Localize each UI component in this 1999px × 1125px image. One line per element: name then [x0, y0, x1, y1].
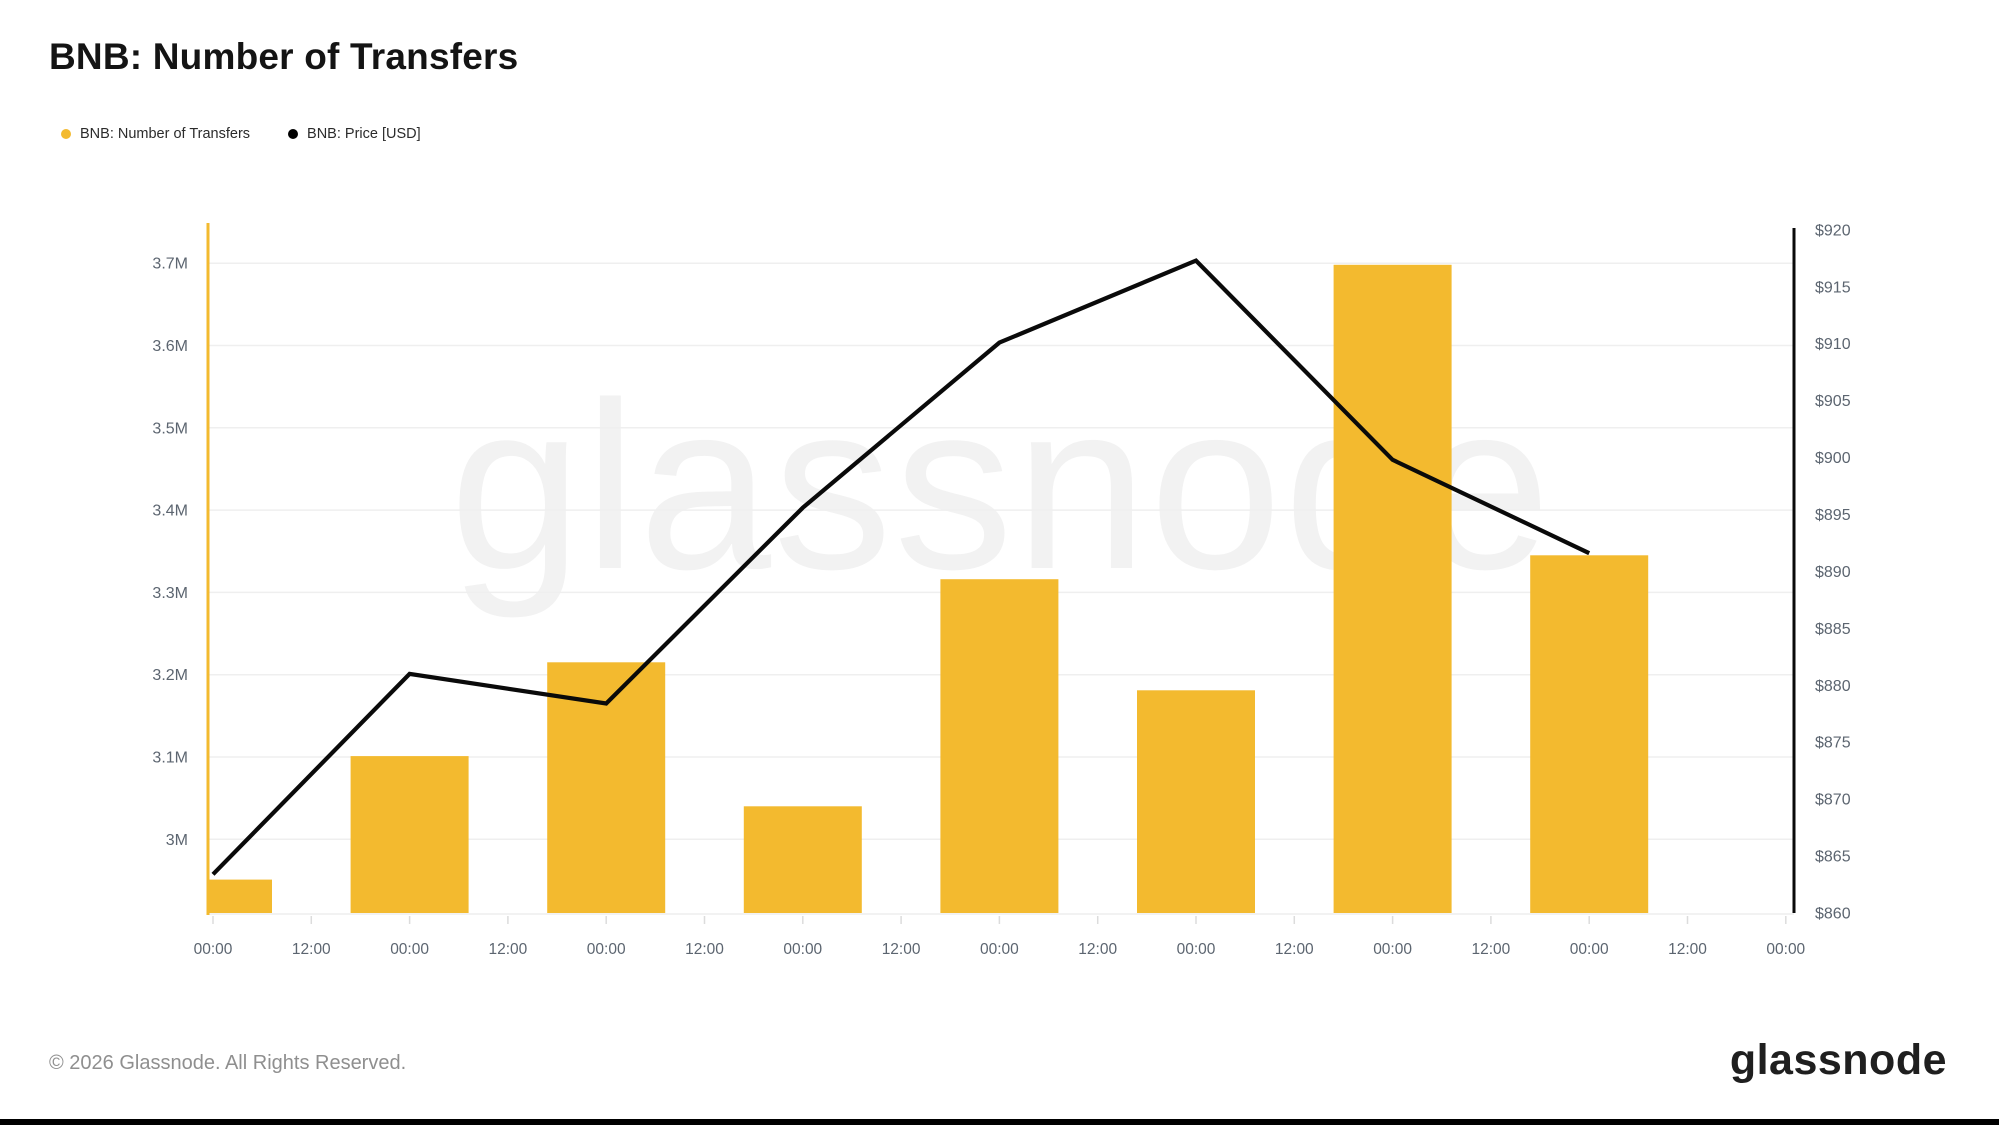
- bar-bnb-number-of-transfers: [547, 662, 666, 913]
- x-axis-label: 12:00: [1078, 941, 1117, 958]
- right-axis-label: $890: [1815, 564, 1851, 581]
- bar-bnb-number-of-transfers: [1530, 555, 1649, 913]
- bars-group: [209, 264, 1649, 913]
- x-axis-label: 12:00: [489, 941, 528, 958]
- legend: BNB: Number of Transfers BNB: Price [USD…: [61, 126, 421, 142]
- right-axis-label: $870: [1815, 792, 1851, 809]
- bar-bnb-number-of-transfers: [209, 879, 272, 913]
- right-axis-label: $880: [1815, 678, 1851, 695]
- bar-bnb-number-of-transfers: [940, 579, 1059, 913]
- glassnode-logo: glassnode: [1729, 1036, 1947, 1084]
- right-axis-label: $895: [1815, 507, 1851, 524]
- bar-bnb-number-of-transfers: [350, 756, 469, 913]
- x-axis-label: 00:00: [587, 941, 626, 958]
- right-axis-label: $900: [1815, 450, 1851, 467]
- legend-label-price: BNB: Price [USD]: [307, 126, 421, 142]
- bar-bnb-number-of-transfers: [1333, 264, 1452, 913]
- x-axis-label: 12:00: [292, 941, 331, 958]
- x-axis-label: 00:00: [1177, 941, 1216, 958]
- price-line: [211, 258, 1591, 876]
- x-axis-label: 12:00: [1668, 941, 1707, 958]
- right-axis-label: $920: [1815, 222, 1851, 239]
- left-axis-label: 3.1M: [152, 750, 188, 767]
- x-axis-label: 12:00: [882, 941, 921, 958]
- x-axis-label: 12:00: [685, 941, 724, 958]
- right-axis-label: $875: [1815, 735, 1851, 752]
- x-axis-label: 12:00: [1472, 941, 1511, 958]
- right-axis-label: $865: [1815, 849, 1851, 866]
- x-axis-label: 00:00: [194, 941, 233, 958]
- left-axis-label: 3M: [166, 832, 188, 849]
- legend-item-price[interactable]: BNB: Price [USD]: [288, 126, 421, 142]
- left-axis-label: 3.3M: [152, 585, 188, 602]
- bar-bnb-number-of-transfers: [1137, 690, 1255, 913]
- right-axis-label: $905: [1815, 393, 1851, 410]
- bar-bnb-number-of-transfers: [743, 806, 862, 913]
- x-axis-label: 00:00: [783, 941, 822, 958]
- legend-swatch-price-icon: [288, 129, 299, 139]
- copyright-text: © 2026 Glassnode. All Rights Reserved.: [49, 1052, 407, 1074]
- left-axis-label: 3.4M: [152, 503, 188, 520]
- left-axis-label: 3.6M: [152, 338, 188, 355]
- left-axis-label: 3.7M: [152, 256, 188, 273]
- right-axis-label: $860: [1815, 906, 1851, 923]
- x-axis-label: 00:00: [980, 941, 1019, 958]
- left-axis-label: 3.2M: [152, 667, 188, 684]
- page-title: BNB: Number of Transfers: [49, 36, 519, 77]
- x-axis-label: 00:00: [1570, 941, 1609, 958]
- right-axis-label: $885: [1815, 621, 1851, 638]
- right-axis-label: $910: [1815, 336, 1851, 353]
- x-axis-label: 00:00: [390, 941, 429, 958]
- right-axis-label: $915: [1815, 279, 1851, 296]
- x-axis-label: 00:00: [1766, 941, 1805, 958]
- legend-label-transfers: BNB: Number of Transfers: [80, 126, 251, 142]
- left-axis-label: 3.5M: [152, 420, 188, 437]
- legend-item-transfers[interactable]: BNB: Number of Transfers: [61, 126, 250, 142]
- x-axis-label: 00:00: [1373, 941, 1412, 958]
- bottom-bar: [0, 1119, 1999, 1125]
- x-axis-label: 12:00: [1275, 941, 1314, 958]
- legend-swatch-transfers-icon: [61, 129, 71, 139]
